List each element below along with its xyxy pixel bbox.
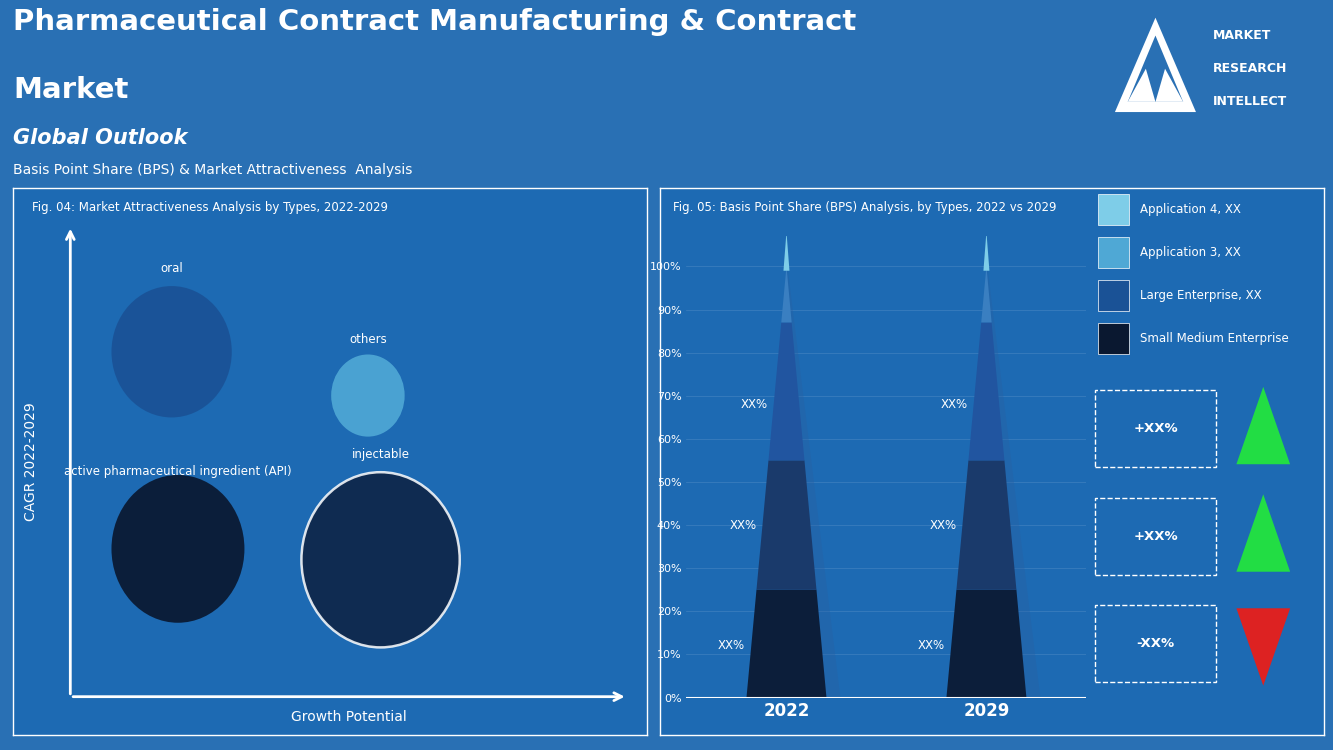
- Text: oral: oral: [160, 262, 183, 275]
- Polygon shape: [1156, 69, 1184, 102]
- Text: XX%: XX%: [718, 639, 745, 652]
- Text: Fig. 04: Market Attractiveness Analysis by Types, 2022-2029: Fig. 04: Market Attractiveness Analysis …: [32, 201, 388, 214]
- Polygon shape: [784, 232, 789, 271]
- Polygon shape: [1237, 387, 1290, 464]
- Text: XX%: XX%: [941, 398, 968, 411]
- Text: RESEARCH: RESEARCH: [1213, 62, 1288, 75]
- Polygon shape: [1114, 18, 1196, 112]
- Polygon shape: [746, 590, 826, 698]
- Bar: [1097, 323, 1129, 354]
- Text: INTELLECT: INTELLECT: [1213, 95, 1288, 108]
- Text: MARKET: MARKET: [1213, 29, 1272, 42]
- Polygon shape: [757, 460, 816, 590]
- Text: XX%: XX%: [929, 518, 957, 532]
- Text: CAGR 2022-2029: CAGR 2022-2029: [24, 402, 39, 520]
- Text: -XX%: -XX%: [1137, 638, 1174, 650]
- Text: XX%: XX%: [918, 639, 945, 652]
- Ellipse shape: [331, 355, 405, 436]
- Polygon shape: [981, 266, 992, 322]
- Ellipse shape: [112, 475, 244, 622]
- Bar: [1097, 280, 1129, 310]
- Text: others: others: [349, 333, 387, 346]
- Text: XX%: XX%: [741, 398, 768, 411]
- Text: Basis Point Share (BPS) & Market Attractiveness  Analysis: Basis Point Share (BPS) & Market Attract…: [13, 163, 413, 177]
- Polygon shape: [957, 460, 1016, 590]
- Bar: [1097, 194, 1129, 224]
- Polygon shape: [1128, 35, 1184, 102]
- Text: active pharmaceutical ingredient (API): active pharmaceutical ingredient (API): [64, 465, 292, 478]
- Text: Application 4, XX: Application 4, XX: [1140, 202, 1241, 215]
- Text: +XX%: +XX%: [1133, 530, 1178, 543]
- Polygon shape: [781, 266, 792, 322]
- Text: Market: Market: [13, 76, 129, 104]
- Text: Global Outlook: Global Outlook: [13, 128, 188, 148]
- Text: Growth Potential: Growth Potential: [291, 710, 407, 724]
- Ellipse shape: [301, 472, 460, 647]
- Polygon shape: [988, 266, 1041, 698]
- Polygon shape: [946, 590, 1026, 698]
- Text: XX%: XX%: [729, 518, 757, 532]
- Bar: [1097, 237, 1129, 268]
- Text: Small Medium Enterprise: Small Medium Enterprise: [1140, 332, 1289, 345]
- Text: Large Enterprise, XX: Large Enterprise, XX: [1140, 289, 1262, 302]
- Polygon shape: [1128, 69, 1156, 102]
- Polygon shape: [984, 232, 989, 271]
- Polygon shape: [1237, 608, 1290, 686]
- Polygon shape: [1237, 494, 1290, 572]
- Polygon shape: [768, 322, 805, 460]
- Text: Pharmaceutical Contract Manufacturing & Contract: Pharmaceutical Contract Manufacturing & …: [13, 8, 857, 35]
- Text: injectable: injectable: [352, 448, 409, 461]
- Polygon shape: [788, 266, 841, 698]
- Text: Fig. 05: Basis Point Share (BPS) Analysis, by Types, 2022 vs 2029: Fig. 05: Basis Point Share (BPS) Analysi…: [673, 201, 1057, 214]
- Polygon shape: [968, 322, 1005, 460]
- Text: +XX%: +XX%: [1133, 422, 1178, 435]
- Text: Application 3, XX: Application 3, XX: [1140, 246, 1241, 259]
- Ellipse shape: [112, 286, 232, 418]
